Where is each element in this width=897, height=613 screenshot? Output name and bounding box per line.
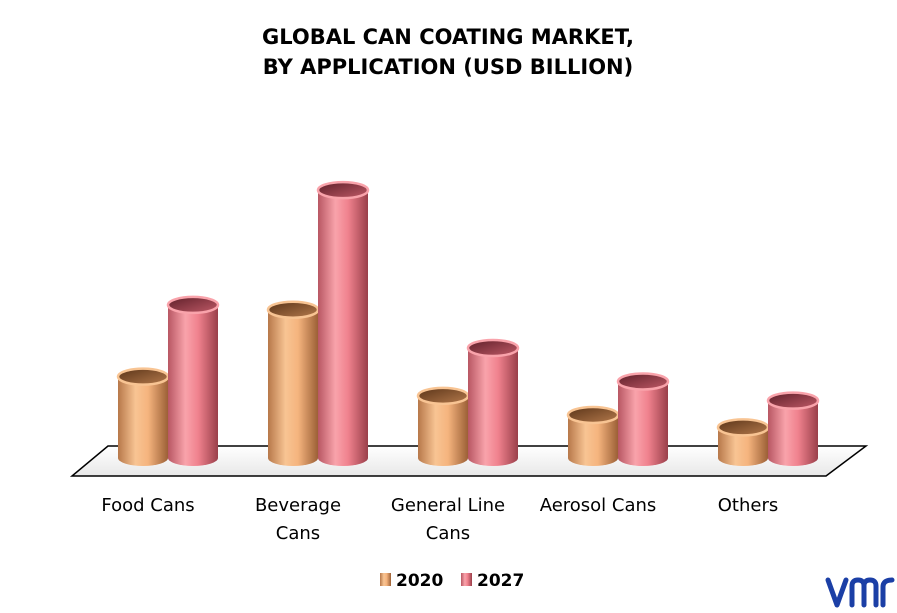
legend-label: 2020 bbox=[396, 571, 443, 591]
legend-swatch bbox=[380, 573, 391, 586]
legend-item-2027: 2027 bbox=[461, 571, 524, 591]
category-label: Others bbox=[718, 495, 779, 516]
bar-2027 bbox=[616, 372, 670, 466]
legend: 2020 2027 bbox=[380, 571, 524, 591]
bar-2027 bbox=[766, 391, 820, 466]
category-labels: Food Cans Beverage Cans General Line Cans Aer… bbox=[101, 495, 778, 544]
chart-title-line: GLOBAL CAN COATING MARKET, bbox=[262, 25, 634, 49]
legend-item-2020: 2020 bbox=[380, 571, 443, 591]
chart-title-line: BY APPLICATION (USD BILLION) bbox=[263, 55, 633, 79]
vmr-logo bbox=[825, 577, 895, 608]
category-label: Aerosol Cans bbox=[540, 495, 657, 516]
bar-2020 bbox=[116, 367, 170, 466]
bar-2020 bbox=[716, 418, 770, 466]
bar-2020 bbox=[416, 386, 470, 466]
legend-label: 2027 bbox=[477, 571, 524, 591]
category-label: Cans bbox=[276, 523, 320, 544]
category-label: Cans bbox=[426, 523, 470, 544]
bar-2020 bbox=[566, 405, 620, 466]
bar-2027 bbox=[316, 180, 370, 466]
category-label: Beverage bbox=[255, 495, 341, 516]
bar-2027 bbox=[166, 295, 220, 466]
category-label: Food Cans bbox=[101, 495, 194, 516]
legend-swatch bbox=[461, 573, 472, 586]
bars bbox=[116, 180, 820, 466]
bar-2027 bbox=[466, 338, 520, 466]
category-label: General Line bbox=[391, 495, 505, 516]
chart-title: GLOBAL CAN COATING MARKET, BY APPLICATION… bbox=[262, 25, 634, 79]
bar-2020 bbox=[266, 300, 320, 466]
